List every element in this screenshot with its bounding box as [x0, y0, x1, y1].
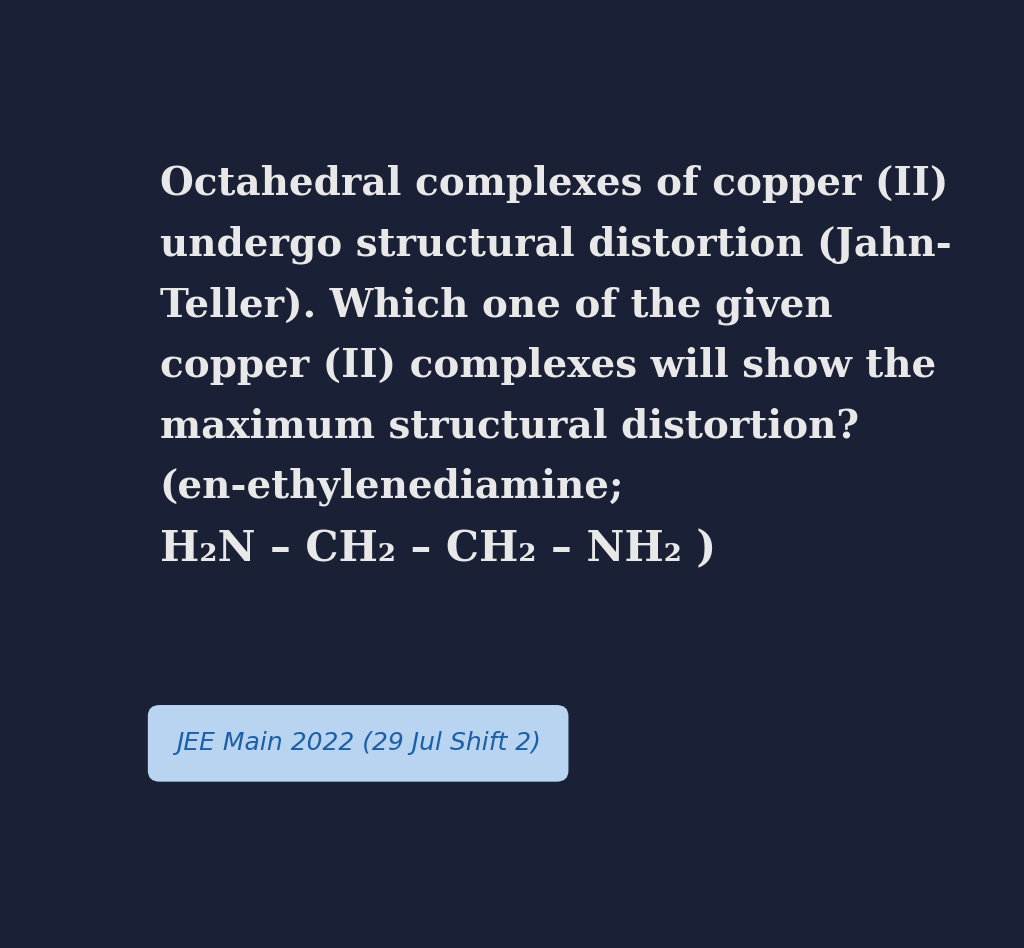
- Text: Teller). Which one of the given: Teller). Which one of the given: [160, 286, 833, 324]
- Text: Octahedral complexes of copper (II): Octahedral complexes of copper (II): [160, 165, 948, 203]
- FancyBboxPatch shape: [147, 705, 568, 782]
- Text: H₂N – CH₂ – CH₂ – NH₂ ): H₂N – CH₂ – CH₂ – NH₂ ): [160, 528, 716, 571]
- Text: (en-ethylenediamine;: (en-ethylenediamine;: [160, 467, 625, 506]
- Text: copper (II) complexes will show the: copper (II) complexes will show the: [160, 347, 936, 385]
- Text: maximum structural distortion?: maximum structural distortion?: [160, 408, 859, 446]
- Text: undergo structural distortion (Jahn-: undergo structural distortion (Jahn-: [160, 226, 951, 264]
- Text: JEE Main 2022 (29 Jul Shift 2): JEE Main 2022 (29 Jul Shift 2): [176, 731, 541, 756]
